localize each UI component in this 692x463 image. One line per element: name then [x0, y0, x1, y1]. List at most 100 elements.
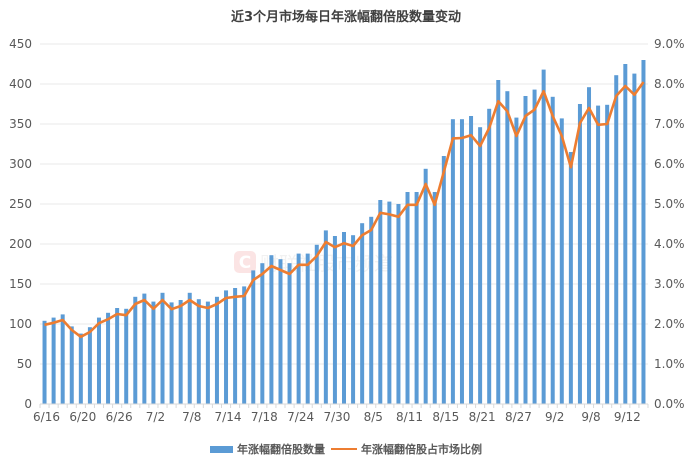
bar: [568, 152, 573, 404]
x-tick-label: 7/24: [287, 410, 314, 424]
bar: [296, 253, 301, 404]
bar: [160, 292, 165, 404]
bar: [541, 69, 546, 404]
bar: [441, 156, 446, 404]
bar: [142, 293, 147, 404]
y-left-tick: 350: [9, 117, 32, 131]
x-tick-label: 8/21: [469, 410, 496, 424]
x-tick-label: 6/26: [106, 410, 133, 424]
line-swatch-icon: [331, 448, 357, 450]
legend-line-label: 年涨幅翻倍股占市场比例: [361, 443, 482, 456]
y-left-tick: 50: [17, 357, 32, 371]
bar: [623, 64, 628, 404]
bar: [106, 312, 111, 404]
x-tick-label: 7/2: [146, 410, 165, 424]
bar: [214, 296, 219, 404]
y-right-tick: 7.0%: [654, 117, 685, 131]
bar: [251, 270, 256, 404]
bar: [69, 326, 74, 404]
x-tick-label: 6/16: [33, 410, 60, 424]
bar: [396, 204, 401, 404]
bar: [323, 230, 328, 404]
bar: [505, 91, 510, 404]
bar: [632, 73, 637, 404]
bar: [496, 80, 501, 404]
bar: [314, 244, 319, 404]
bar: [224, 290, 229, 404]
ratio-line: [44, 81, 645, 339]
y-left-tick: 0: [24, 397, 32, 411]
bar: [51, 317, 56, 404]
bar: [487, 108, 492, 405]
legend-bar-label: 年涨幅翻倍股数量: [237, 443, 325, 456]
y-right-tick: 4.0%: [654, 237, 685, 251]
bar: [514, 117, 519, 404]
bar: [205, 301, 210, 404]
y-right-tick: 3.0%: [654, 277, 685, 291]
bar: [596, 105, 601, 404]
x-tick-label: 8/27: [505, 410, 532, 424]
y-right-tick: 0.0%: [654, 397, 685, 411]
bar: [196, 299, 201, 404]
bar: [351, 235, 356, 404]
y-right-tick: 5.0%: [654, 197, 685, 211]
bar: [550, 96, 555, 405]
y-right-tick: 6.0%: [654, 157, 685, 171]
bar: [305, 253, 310, 404]
x-tick-label: 9/12: [614, 410, 641, 424]
bar-swatch-icon: [210, 445, 233, 453]
y-right-tick: 9.0%: [654, 37, 685, 51]
bar: [96, 317, 101, 404]
y-left-tick: 250: [9, 197, 32, 211]
bar: [151, 301, 156, 404]
bar: [587, 87, 592, 404]
bar: [559, 118, 564, 405]
bar: [378, 200, 383, 404]
bar: [405, 192, 410, 404]
bar: [169, 302, 174, 404]
bar: [260, 263, 265, 404]
legend: 年涨幅翻倍股数量 年涨幅翻倍股占市场比例: [0, 441, 692, 457]
legend-item-line: 年涨幅翻倍股占市场比例: [331, 441, 482, 457]
bar: [577, 104, 582, 404]
bar: [387, 201, 392, 404]
bar: [78, 333, 83, 404]
chart-title: 近3个月市场每日年涨幅翻倍股数量变动: [230, 10, 462, 25]
x-tick-label: 7/8: [182, 410, 201, 424]
bar: [287, 263, 292, 404]
bar: [450, 119, 455, 404]
bar: [332, 236, 337, 404]
bar: [423, 168, 428, 404]
y-left-tick: 200: [9, 237, 32, 251]
bar: [42, 320, 47, 404]
y-left-tick: 450: [9, 37, 32, 51]
bar: [124, 308, 129, 404]
x-tick-label: 8/15: [432, 410, 459, 424]
bar: [641, 60, 646, 404]
x-tick-label: 6/20: [69, 410, 96, 424]
bar: [278, 259, 283, 404]
x-tick-label: 7/30: [323, 410, 350, 424]
bar: [432, 192, 437, 404]
y-right-tick: 2.0%: [654, 317, 685, 331]
bar: [133, 296, 138, 404]
bar: [478, 127, 483, 404]
bar: [60, 314, 65, 404]
legend-item-bar: 年涨幅翻倍股数量: [210, 441, 325, 457]
bar: [115, 308, 120, 404]
bar: [342, 232, 346, 404]
watermark: C财联社股市频道: [234, 251, 393, 275]
y-left-tick: 100: [9, 317, 32, 331]
bar: [233, 288, 238, 404]
x-tick-label: 8/11: [396, 410, 423, 424]
y-right-tick: 1.0%: [654, 357, 685, 371]
bar: [242, 286, 247, 404]
bar: [178, 300, 183, 404]
bar: [614, 75, 619, 404]
x-tick-label: 8/5: [364, 410, 383, 424]
bar: [360, 223, 365, 404]
y-left-tick: 400: [9, 77, 32, 91]
bar: [469, 116, 474, 404]
